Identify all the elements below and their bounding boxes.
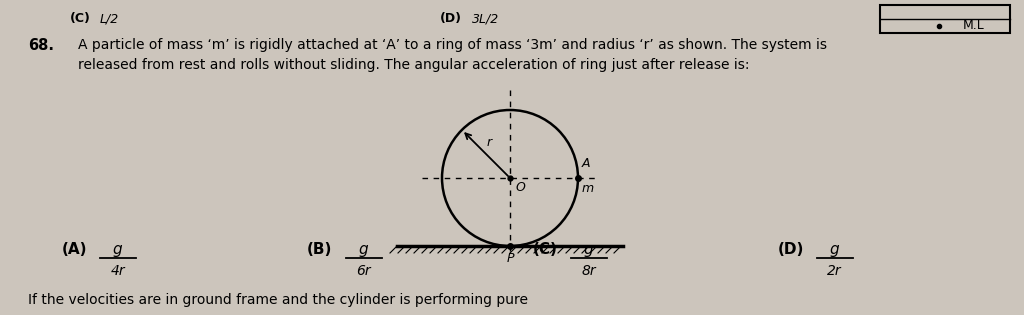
Text: A particle of mass ‘m’ is rigidly attached at ‘A’ to a ring of mass ‘3m’ and rad: A particle of mass ‘m’ is rigidly attach…: [78, 38, 827, 52]
Text: P: P: [506, 252, 514, 265]
Text: 68.: 68.: [28, 38, 54, 53]
Text: released from rest and rolls without sliding. The angular acceleration of ring j: released from rest and rolls without sli…: [78, 58, 750, 72]
Bar: [880, 5, 1010, 33]
Text: M.L: M.L: [963, 19, 984, 32]
Text: O: O: [515, 181, 525, 194]
Text: A: A: [582, 157, 591, 170]
Text: g: g: [113, 242, 123, 257]
Text: 3L/2: 3L/2: [472, 12, 500, 25]
Text: 4r: 4r: [111, 264, 125, 278]
Text: L/2: L/2: [100, 12, 119, 25]
Text: (C): (C): [532, 242, 557, 257]
Text: 8r: 8r: [582, 264, 596, 278]
Text: r: r: [486, 135, 492, 149]
Text: g: g: [829, 242, 840, 257]
Text: (C): (C): [70, 12, 91, 25]
Text: If the velocities are in ground frame and the cylinder is performing pure: If the velocities are in ground frame an…: [28, 293, 528, 307]
Text: (D): (D): [778, 242, 805, 257]
Text: (D): (D): [440, 12, 462, 25]
Text: g: g: [358, 242, 369, 257]
Text: (B): (B): [307, 242, 333, 257]
Text: (A): (A): [61, 242, 87, 257]
Text: m: m: [582, 182, 594, 195]
Text: 2r: 2r: [827, 264, 842, 278]
Text: g: g: [584, 242, 594, 257]
Text: 6r: 6r: [356, 264, 371, 278]
